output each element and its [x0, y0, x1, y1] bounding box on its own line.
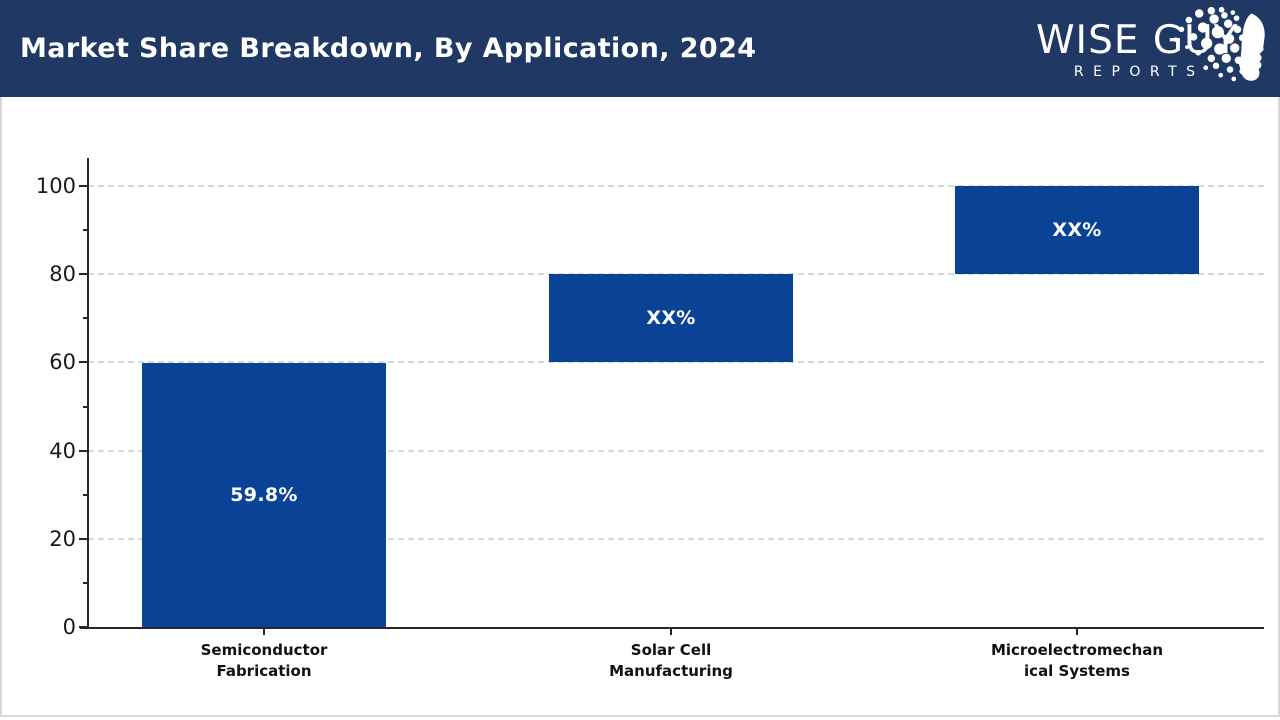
y-tick-label: 80 [49, 262, 76, 287]
y-minor-tick-mark [83, 317, 87, 320]
y-axis-line [87, 158, 89, 629]
y-tick-label: 40 [49, 438, 76, 463]
gridline [88, 537, 1264, 540]
y-minor-tick-mark [83, 493, 87, 496]
x-tick-mark [1076, 629, 1078, 635]
bar-value-label: 59.8% [230, 484, 298, 507]
bar-value-label: XX% [1052, 219, 1102, 242]
y-tick-mark [79, 273, 87, 276]
logo-wordmark-line2: REPORTS [1073, 64, 1205, 80]
x-axis-line [80, 627, 1264, 629]
header-bar: Market Share Breakdown, By Application, … [0, 0, 1280, 97]
logo-head-icon [1173, 6, 1265, 82]
bar-segment: XX% [549, 274, 793, 363]
x-category-label: Solar Cell Manufacturing [609, 641, 733, 680]
y-tick-mark [79, 185, 87, 187]
bar-value-label: XX% [646, 307, 696, 330]
y-tick-mark [79, 626, 87, 628]
y-tick-mark [79, 449, 87, 452]
x-tick-mark [263, 629, 265, 635]
chart-title: Market Share Breakdown, By Application, … [20, 33, 757, 64]
y-tick-label: 20 [49, 526, 76, 551]
y-minor-tick-mark [83, 581, 87, 584]
gridline [88, 361, 1264, 364]
x-category-label: Semiconductor Fabrication [200, 641, 328, 680]
x-tick-mark [670, 629, 672, 635]
y-tick-label: 100 [35, 174, 76, 198]
y-tick-label: 0 [62, 615, 76, 639]
y-tick-label: 60 [49, 350, 76, 375]
bar-segment: 59.8% [142, 363, 386, 627]
y-minor-tick-mark [83, 229, 87, 232]
x-category-label: Microelectromechan ical Systems [990, 641, 1164, 680]
gridline [88, 449, 1264, 452]
y-minor-tick-mark [83, 405, 87, 408]
y-tick-mark [79, 537, 87, 540]
wise-guy-reports-logo: WISE GUY REPORTS [1018, 6, 1268, 92]
y-tick-mark [79, 361, 87, 364]
bar-segment: XX% [955, 186, 1199, 275]
gridline [88, 185, 1264, 187]
